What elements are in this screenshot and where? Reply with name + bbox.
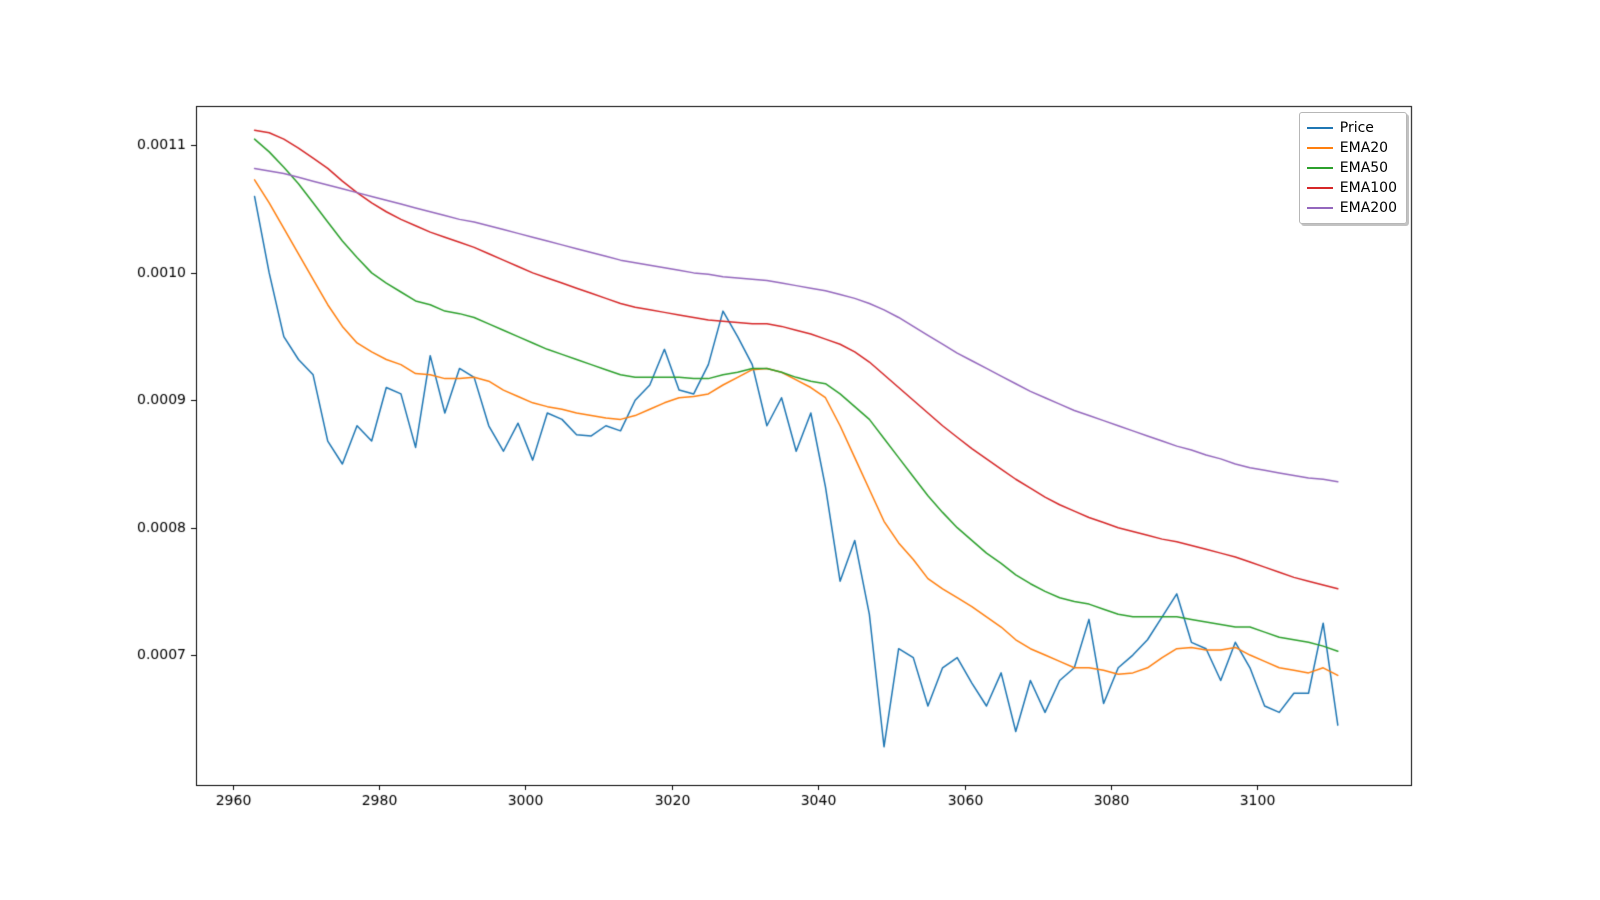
legend-line-sample <box>1306 207 1333 209</box>
legend-label: EMA50 <box>1339 160 1389 176</box>
legend-item: Price <box>1306 118 1397 138</box>
legend-label: EMA100 <box>1339 180 1397 196</box>
legend-line-sample <box>1306 147 1333 149</box>
legend-item: EMA50 <box>1306 158 1397 178</box>
legend-line-sample <box>1306 187 1333 189</box>
legend-line-sample <box>1306 167 1333 169</box>
legend-label: EMA20 <box>1339 140 1389 156</box>
legend-line-sample <box>1306 127 1333 129</box>
legend-item: EMA20 <box>1306 138 1397 158</box>
legend-label: EMA200 <box>1339 200 1397 216</box>
legend-item: EMA100 <box>1306 178 1397 198</box>
legend-item: EMA200 <box>1306 198 1397 218</box>
legend: Price EMA20 EMA50 EMA100 EMA200 <box>1298 112 1407 224</box>
legend-label: Price <box>1339 120 1374 136</box>
